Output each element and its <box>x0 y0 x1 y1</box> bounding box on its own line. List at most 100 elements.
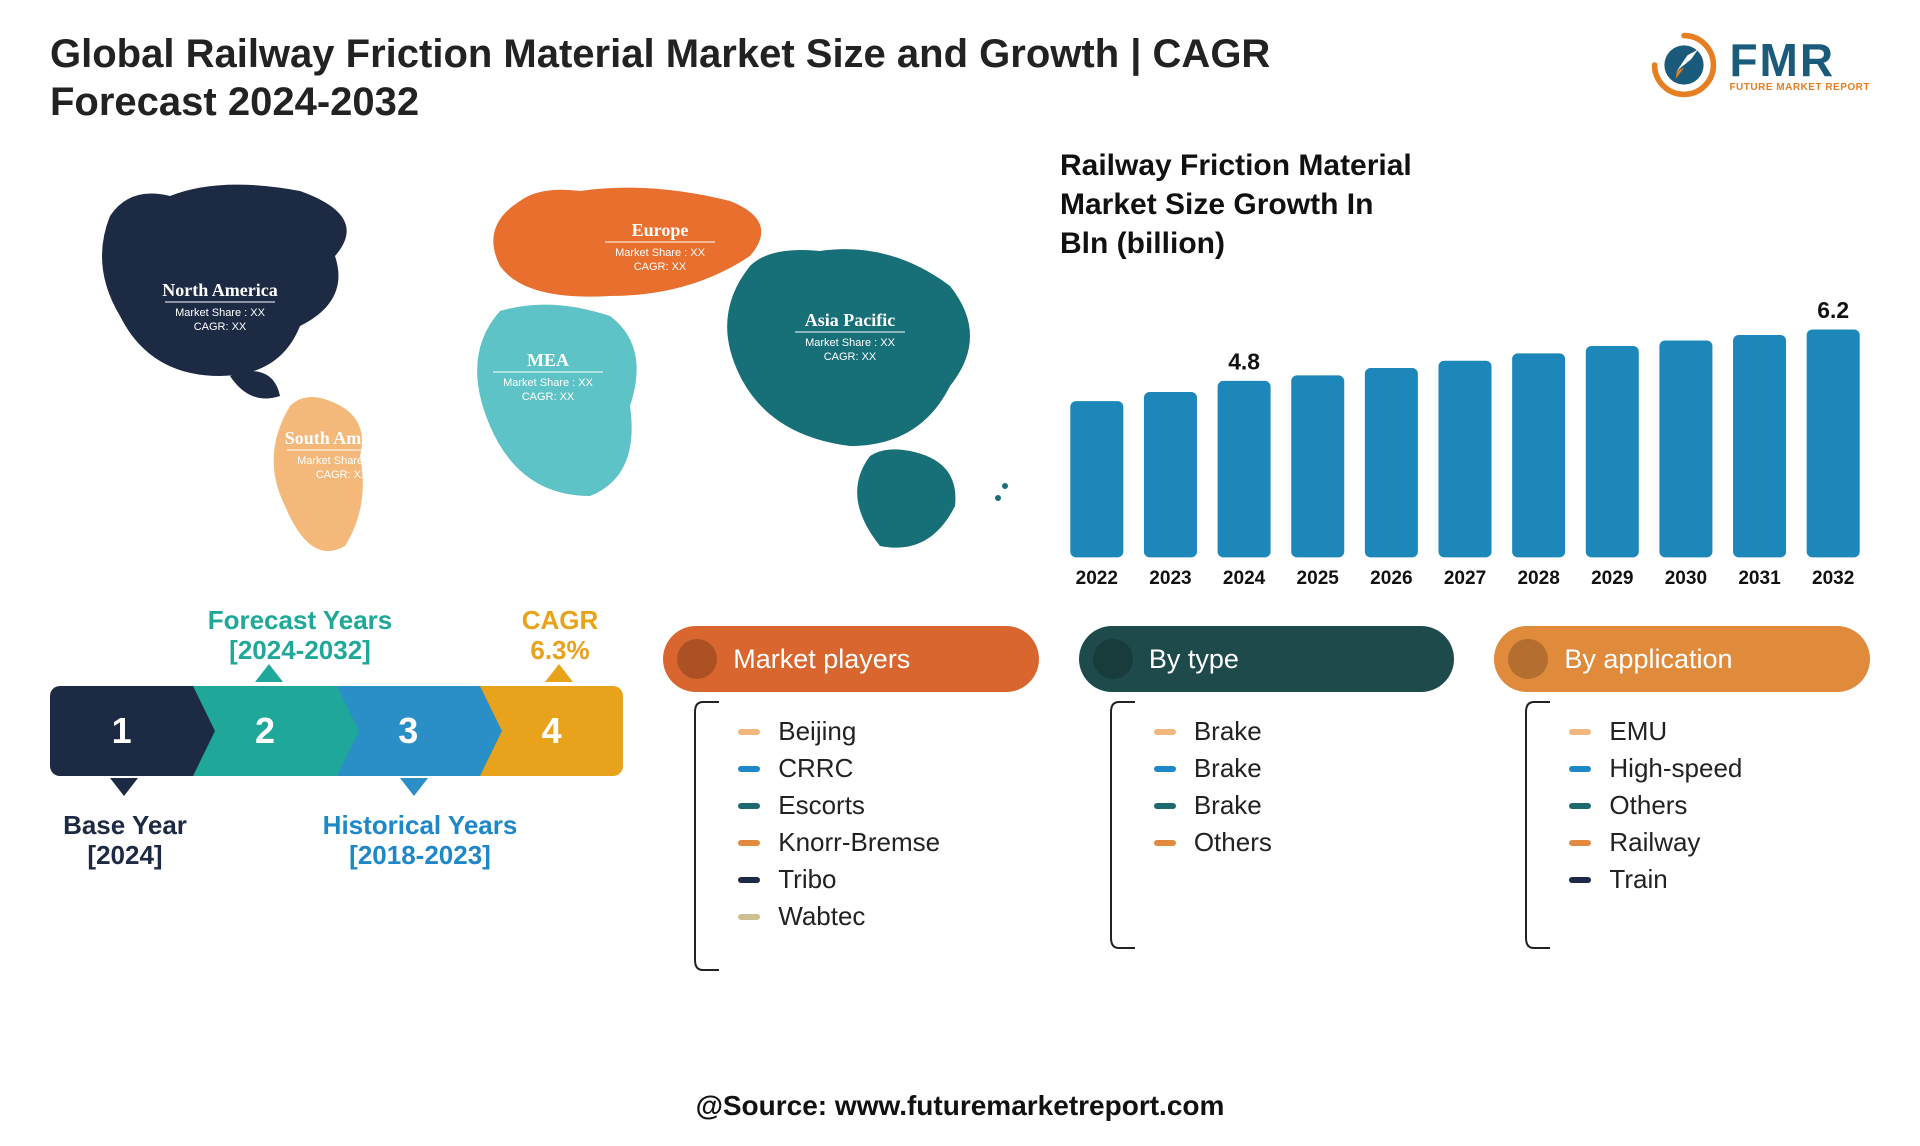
category-pill: By type <box>1079 626 1455 692</box>
header: Global Railway Friction Material Market … <box>50 30 1870 126</box>
list-item: Train <box>1569 864 1742 895</box>
bullet-icon <box>738 766 760 772</box>
bracket-icon <box>1524 700 1550 950</box>
bar-x-label: 2030 <box>1665 568 1707 589</box>
triangle-up-icon <box>255 664 283 682</box>
chart-area: Railway Friction Material Market Size Gr… <box>1040 146 1870 566</box>
category-by-application: By application EMU High-speed Others Rai… <box>1494 626 1870 950</box>
category-pill: Market players <box>663 626 1039 692</box>
bullet-icon <box>1154 840 1176 846</box>
bar-x-label: 2029 <box>1591 568 1633 589</box>
logo-text: FMR FUTURE MARKET REPORT <box>1729 37 1870 93</box>
category-list-wrap: EMU High-speed Others Railway Train <box>1494 700 1870 950</box>
timeline-label-base: Base Year[2024] <box>40 811 210 871</box>
bar <box>1438 361 1491 558</box>
category-list-wrap: Beijing CRRC Escorts Knorr-Bremse Tribo … <box>663 700 1039 972</box>
chart-title: Railway Friction Material Market Size Gr… <box>1060 146 1420 263</box>
bar-x-label: 2024 <box>1223 568 1266 589</box>
bullet-icon <box>1569 729 1591 735</box>
list-item-label: Escorts <box>778 790 865 821</box>
pill-dot-icon <box>677 639 717 679</box>
list-item-label: EMU <box>1609 716 1667 747</box>
bullet-icon <box>1569 840 1591 846</box>
list-item-label: Others <box>1194 827 1272 858</box>
pill-dot-icon <box>1508 639 1548 679</box>
bullet-icon <box>738 914 760 920</box>
bar <box>1365 368 1418 557</box>
list-item: Brake <box>1154 753 1272 784</box>
bullet-icon <box>1154 803 1176 809</box>
map-region-name: North America <box>162 280 277 300</box>
bar-chart: 2022202320244.82025202620272028202920302… <box>1060 283 1870 603</box>
bar-x-label: 2025 <box>1297 568 1340 589</box>
map-region-cagr: CAGR: XX <box>194 321 247 333</box>
bar-x-label: 2023 <box>1149 568 1191 589</box>
bar <box>1218 381 1271 557</box>
map-region-cagr: CAGR: XX <box>824 351 877 363</box>
map-region-share: Market Share : XX <box>175 307 266 319</box>
bracket-icon <box>693 700 719 972</box>
category-pill: By application <box>1494 626 1870 692</box>
list-item: Beijing <box>738 716 940 747</box>
bar <box>1070 401 1123 557</box>
list-item-label: Brake <box>1194 716 1262 747</box>
bullet-icon <box>1569 877 1591 883</box>
bar <box>1659 340 1712 557</box>
bar-x-label: 2031 <box>1738 568 1781 589</box>
list-item: Brake <box>1154 790 1272 821</box>
bar-x-label: 2032 <box>1812 568 1854 589</box>
category-market-players: Market players Beijing CRRC Escorts Knor… <box>663 626 1039 972</box>
map-region-share: Market Share : XX <box>615 247 706 259</box>
bar-x-label: 2022 <box>1076 568 1118 589</box>
bar-x-label: 2027 <box>1444 568 1486 589</box>
list-item: CRRC <box>738 753 940 784</box>
bullet-icon <box>1569 766 1591 772</box>
list-item-label: Knorr-Bremse <box>778 827 940 858</box>
bullet-icon <box>738 877 760 883</box>
bar-value-label: 6.2 <box>1817 297 1849 323</box>
timeline-strip: 1 2 3 4 <box>50 686 623 776</box>
list-item: Wabtec <box>738 901 940 932</box>
world-map: North America Market Share : XX CAGR: XX… <box>50 146 1010 566</box>
bar <box>1144 392 1197 557</box>
list-item: Others <box>1154 827 1272 858</box>
timeline-label-forecast: Forecast Years[2024-2032] <box>200 606 400 666</box>
map-region-name: MEA <box>527 350 569 370</box>
list-item: Others <box>1569 790 1742 821</box>
page-title: Global Railway Friction Material Market … <box>50 30 1350 126</box>
category-list-wrap: Brake Brake Brake Others <box>1079 700 1455 950</box>
bullet-icon <box>1154 729 1176 735</box>
bracket-icon <box>1109 700 1135 950</box>
category-title: By application <box>1564 644 1732 675</box>
bar-value-label: 4.8 <box>1228 348 1260 374</box>
map-region-share: Market Share : XX <box>297 455 388 467</box>
list-item: Railway <box>1569 827 1742 858</box>
list-item: Brake <box>1154 716 1272 747</box>
top-section: North America Market Share : XX CAGR: XX… <box>50 146 1870 566</box>
bottom-section: Forecast Years[2024-2032] CAGR6.3% 1 2 3… <box>50 626 1870 972</box>
bar <box>1512 353 1565 557</box>
bar <box>1807 329 1860 557</box>
list-item: Knorr-Bremse <box>738 827 940 858</box>
list-item-label: High-speed <box>1609 753 1742 784</box>
timeline: Forecast Years[2024-2032] CAGR6.3% 1 2 3… <box>50 626 623 776</box>
category-list: Brake Brake Brake Others <box>1134 700 1272 950</box>
list-item-label: Railway <box>1609 827 1700 858</box>
triangle-down-icon <box>110 778 138 796</box>
bullet-icon <box>1569 803 1591 809</box>
list-item: EMU <box>1569 716 1742 747</box>
map-region-name: Asia Pacific <box>805 310 895 330</box>
bullet-icon <box>738 840 760 846</box>
category-by-type: By type Brake Brake Brake Others <box>1079 626 1455 950</box>
list-item-label: CRRC <box>778 753 853 784</box>
category-title: By type <box>1149 644 1239 675</box>
bar-x-label: 2028 <box>1517 568 1559 589</box>
logo-sub: FUTURE MARKET REPORT <box>1729 83 1870 93</box>
category-list: EMU High-speed Others Railway Train <box>1549 700 1742 950</box>
logo-icon <box>1649 30 1719 100</box>
map-region-cagr: CAGR: XX <box>634 261 687 273</box>
map-region-share: Market Share : XX <box>503 377 594 389</box>
source-line: @Source: www.futuremarketreport.com <box>0 1090 1920 1122</box>
list-item-label: Brake <box>1194 790 1262 821</box>
logo-fmr: FMR <box>1729 37 1870 83</box>
